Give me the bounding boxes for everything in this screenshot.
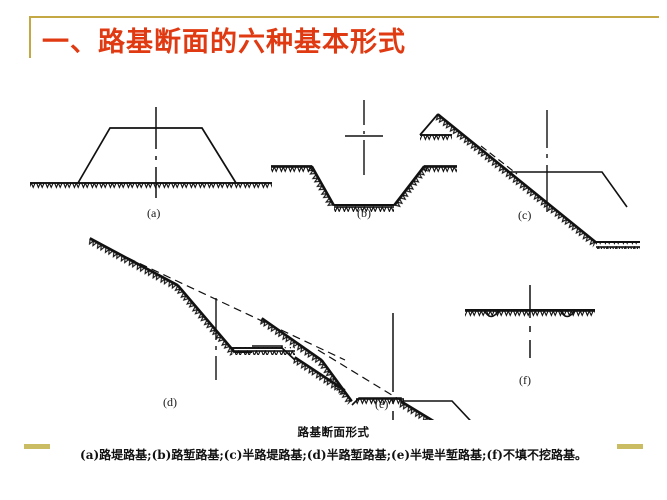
panel-a-embankment xyxy=(30,107,272,198)
panel-label-d: (d) xyxy=(163,395,177,409)
panel-e-original-ground-dashed xyxy=(317,349,401,401)
panel-label-a: (a) xyxy=(147,206,161,220)
panel-label-e: (e) xyxy=(375,397,389,411)
title-horizontal-rule xyxy=(29,16,659,18)
decoration-dash-right xyxy=(617,444,643,449)
panel-c-upper-slope xyxy=(419,113,439,136)
panel-e-downslope xyxy=(397,400,488,420)
decoration-dash-left xyxy=(24,444,50,449)
panel-b-ground-right xyxy=(424,165,457,173)
panel-b-centerline xyxy=(345,100,383,175)
panel-e-cut-face xyxy=(316,359,353,406)
panel-a-ground-line xyxy=(30,182,272,190)
figure-diagram-area: (a) (b) (c) (d) (e) (f) xyxy=(0,70,667,420)
roadbed-cross-sections-svg xyxy=(30,100,640,420)
panel-d-half-cutting xyxy=(86,237,346,396)
panel-e-bench xyxy=(351,397,404,406)
panel-label-c: (c) xyxy=(518,208,532,222)
panel-d-hillside xyxy=(86,237,179,292)
panel-e-fill-slope xyxy=(401,400,471,420)
figure-caption: (a)路堤路基;(b)路堑路基;(c)半路堤路基;(d)半路堑路基;(e)半堤半… xyxy=(80,448,587,462)
panel-c-hillside xyxy=(433,113,640,249)
panel-d-original-ground-dashed xyxy=(127,257,346,361)
panel-f-ditch-left xyxy=(483,309,500,318)
panel-c-fill-bench xyxy=(507,171,628,208)
panel-c-half-embankment xyxy=(419,110,640,249)
panel-b-cutting xyxy=(271,100,457,212)
title-vertical-tick xyxy=(29,16,31,58)
panel-e-half-fill-half-cut xyxy=(257,313,488,420)
figure-title: 路基断面形式 xyxy=(297,425,370,439)
panel-label-b: (b) xyxy=(357,206,371,220)
panel-a-fill-trapezoid xyxy=(77,127,237,184)
panel-label-f: (f) xyxy=(519,373,531,387)
panel-c-crest-ground xyxy=(420,134,452,142)
panel-f-ditch-right xyxy=(559,309,576,318)
panel-c-original-ground-dashed xyxy=(480,145,518,175)
panel-b-ground-left xyxy=(271,165,312,173)
title-bar: 一、路基断面的六种基本形式 xyxy=(0,0,667,70)
panel-f-no-fill-no-cut xyxy=(465,285,595,358)
panel-e-hillside xyxy=(257,317,323,366)
caption-block: 路基断面形式 (a)路堤路基;(b)路堑路基;(c)半路堤路基;(d)半路堑路基… xyxy=(0,420,667,482)
panel-b-excavation-profile xyxy=(305,165,430,212)
page-title: 一、路基断面的六种基本形式 xyxy=(42,27,406,58)
panel-d-cut-face xyxy=(172,284,252,357)
